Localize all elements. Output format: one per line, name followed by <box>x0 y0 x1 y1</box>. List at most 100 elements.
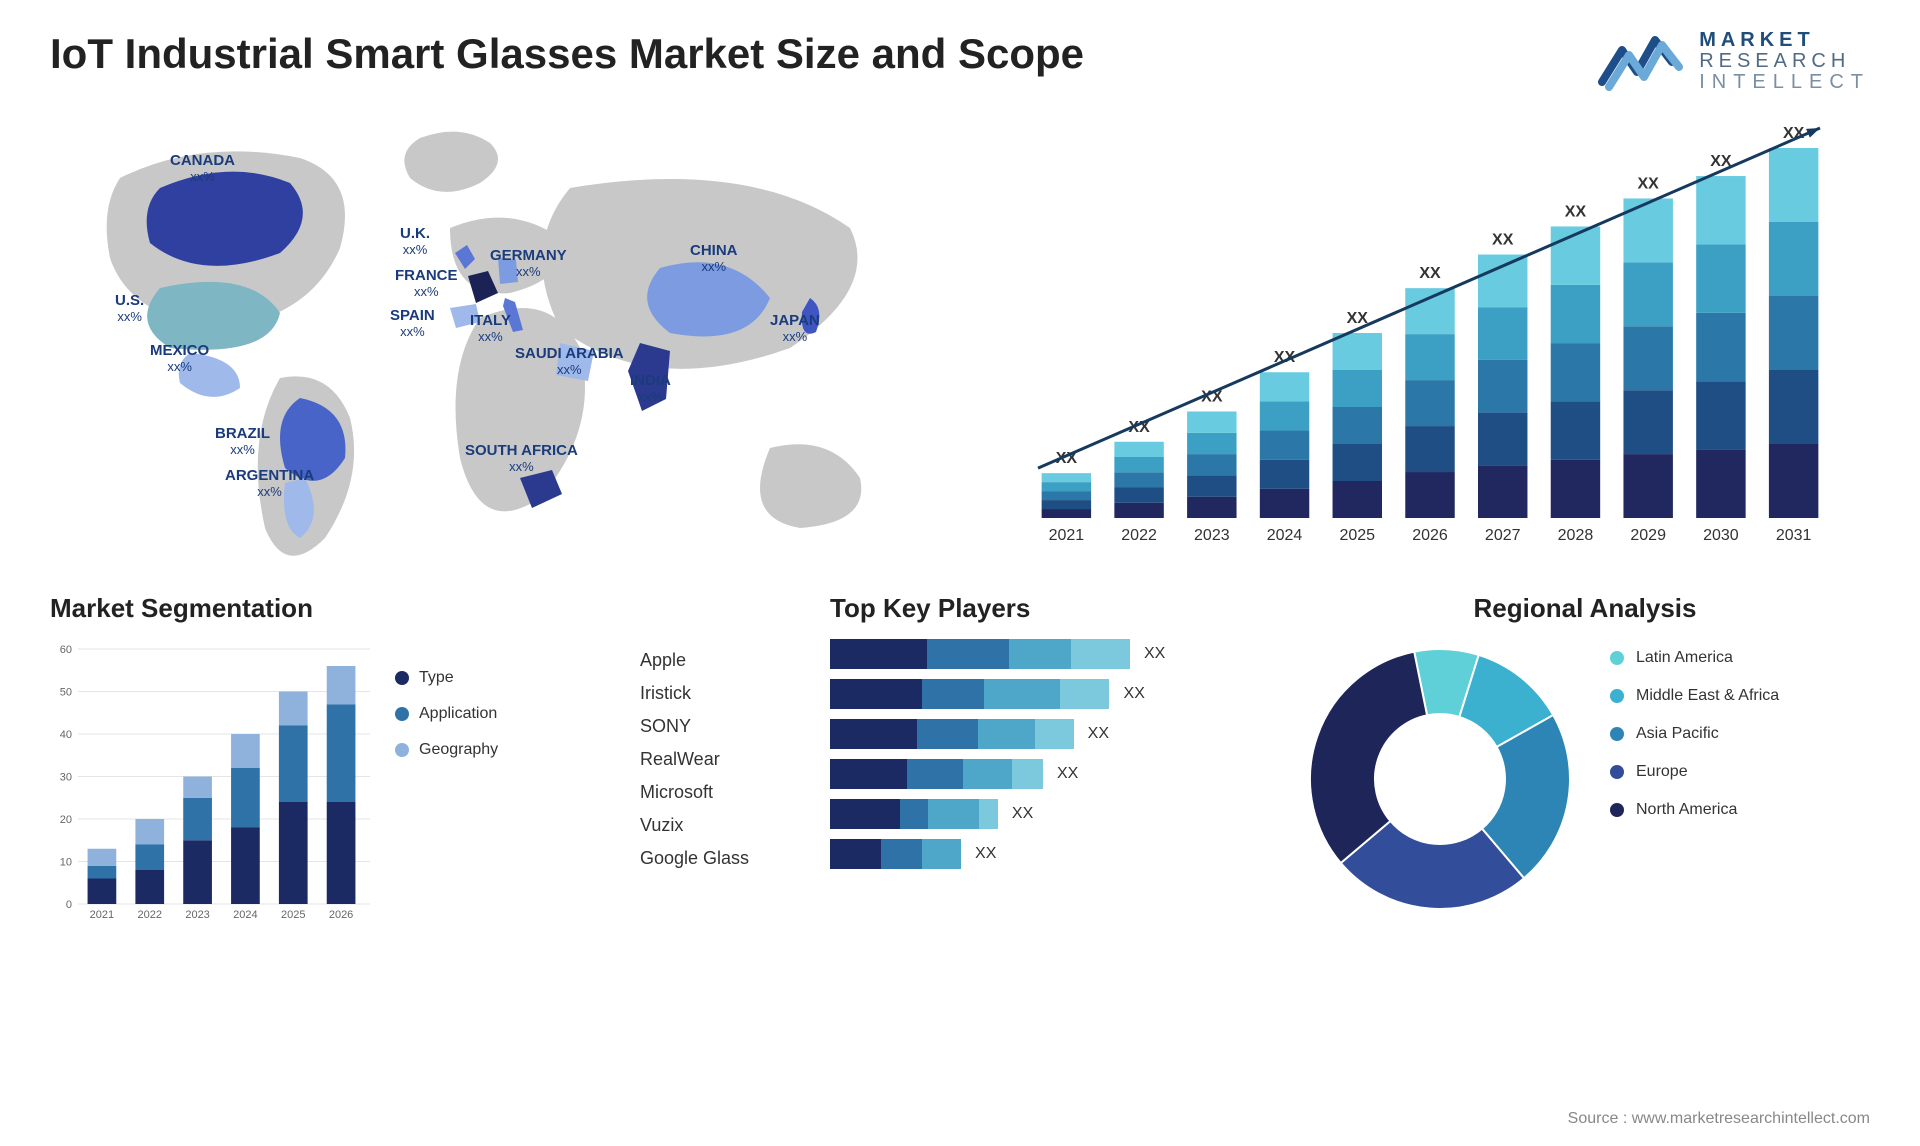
svg-text:XX: XX <box>1638 175 1660 192</box>
map-label-france: FRANCExx% <box>395 268 458 299</box>
kp-bar-row: XX <box>830 719 1270 749</box>
svg-text:40: 40 <box>60 729 72 741</box>
region-legend-asia-pacific: Asia Pacific <box>1610 725 1779 743</box>
region-legend-latin-america: Latin America <box>1610 649 1779 667</box>
regional-title: Regional Analysis <box>1300 593 1870 624</box>
kp-bar-row: XX <box>830 839 1270 869</box>
source-text: Source : www.marketresearchintellect.com <box>1568 1110 1870 1128</box>
key-players-chart: XX XX XX XX XX XX <box>830 639 1270 929</box>
swatch-icon <box>1610 803 1624 817</box>
brand-logo-icon <box>1597 32 1687 92</box>
svg-text:2022: 2022 <box>138 909 162 921</box>
svg-text:2023: 2023 <box>1194 527 1230 544</box>
growth-chart: XX2021XX2022XX2023XX2024XX2025XX2026XX20… <box>990 118 1870 558</box>
brand-line1: MARKET <box>1699 30 1870 51</box>
region-legend-label: Latin America <box>1636 649 1733 667</box>
region-legend-label: North America <box>1636 801 1737 819</box>
region-legend-label: Europe <box>1636 763 1688 781</box>
svg-text:20: 20 <box>60 814 72 826</box>
svg-text:2022: 2022 <box>1121 527 1157 544</box>
svg-text:XX: XX <box>1565 203 1587 220</box>
map-label-u-k-: U.K.xx% <box>400 226 430 257</box>
svg-text:2024: 2024 <box>1267 527 1303 544</box>
map-label-south-africa: SOUTH AFRICAxx% <box>465 443 578 474</box>
svg-text:2025: 2025 <box>1339 527 1375 544</box>
kp-value-label: XX <box>1088 725 1109 743</box>
kp-bar-row: XX <box>830 759 1270 789</box>
map-label-china: CHINAxx% <box>690 243 738 274</box>
svg-text:2028: 2028 <box>1558 527 1594 544</box>
player-item-apple: Apple <box>640 650 800 671</box>
map-label-italy: ITALYxx% <box>470 313 511 344</box>
regional-donut <box>1300 639 1580 919</box>
svg-text:2026: 2026 <box>329 909 353 921</box>
brand-line3: INTELLECT <box>1699 72 1870 93</box>
svg-text:30: 30 <box>60 772 72 784</box>
kp-bar <box>830 679 1110 709</box>
segmentation-chart: 0102030405060202120222023202420252026 <box>50 639 370 929</box>
kp-bar-row: XX <box>830 639 1270 669</box>
seg-legend-label: Application <box>419 705 497 723</box>
seg-legend-label: Type <box>419 669 454 687</box>
regional-legend: Latin America Middle East & Africa Asia Pa… <box>1610 649 1779 819</box>
swatch-icon <box>1610 727 1624 741</box>
svg-text:XX: XX <box>1419 265 1441 282</box>
player-item-realwear: RealWear <box>640 749 800 770</box>
swatch-icon <box>1610 651 1624 665</box>
key-players-panel: Top Key Players XXXXXXXXXXXX <box>830 593 1270 929</box>
region-legend-europe: Europe <box>1610 763 1779 781</box>
swatch-icon <box>395 707 409 721</box>
svg-text:60: 60 <box>60 644 72 656</box>
player-item-vuzix: Vuzix <box>640 815 800 836</box>
svg-text:XX: XX <box>1492 232 1514 249</box>
map-label-spain: SPAINxx% <box>390 308 435 339</box>
map-label-saudi-arabia: SAUDI ARABIAxx% <box>515 346 624 377</box>
region-legend-label: Asia Pacific <box>1636 725 1719 743</box>
kp-bar <box>830 799 998 829</box>
map-label-argentina: ARGENTINAxx% <box>225 468 314 499</box>
kp-bar <box>830 839 961 869</box>
svg-text:2026: 2026 <box>1412 527 1448 544</box>
seg-legend-label: Geography <box>419 741 498 759</box>
player-item-microsoft: Microsoft <box>640 782 800 803</box>
svg-text:2025: 2025 <box>281 909 305 921</box>
kp-value-label: XX <box>1124 685 1145 703</box>
kp-value-label: XX <box>975 845 996 863</box>
players-text-column: Apple Iristick SONY RealWear Microsoft Vuzix G… <box>640 593 800 929</box>
svg-text:2029: 2029 <box>1630 527 1666 544</box>
svg-text:2031: 2031 <box>1776 527 1812 544</box>
svg-text:2021: 2021 <box>90 909 114 921</box>
kp-bar-row: XX <box>830 679 1270 709</box>
regional-panel: Regional Analysis Latin America Middle Ea… <box>1300 593 1870 929</box>
player-item-google-glass: Google Glass <box>640 848 800 869</box>
svg-text:0: 0 <box>66 899 72 911</box>
kp-bar <box>830 719 1074 749</box>
brand-logo: MARKET RESEARCH INTELLECT <box>1597 30 1870 93</box>
world-map-panel: CANADAxx%U.S.xx%MEXICOxx%BRAZILxx%ARGENT… <box>50 118 950 558</box>
seg-legend-application: Application <box>395 705 498 723</box>
swatch-icon <box>395 671 409 685</box>
player-item-iristick: Iristick <box>640 683 800 704</box>
seg-legend-geography: Geography <box>395 741 498 759</box>
svg-text:2027: 2027 <box>1485 527 1521 544</box>
region-legend-label: Middle East & Africa <box>1636 687 1779 705</box>
kp-bar <box>830 759 1043 789</box>
svg-text:50: 50 <box>60 687 72 699</box>
swatch-icon <box>395 743 409 757</box>
map-label-japan: JAPANxx% <box>770 313 820 344</box>
svg-text:2021: 2021 <box>1049 527 1085 544</box>
swatch-icon <box>1610 689 1624 703</box>
svg-text:2024: 2024 <box>233 909 257 921</box>
svg-text:2023: 2023 <box>185 909 209 921</box>
map-label-mexico: MEXICOxx% <box>150 343 209 374</box>
player-item-sony: SONY <box>640 716 800 737</box>
page-title: IoT Industrial Smart Glasses Market Size… <box>50 30 1084 78</box>
segmentation-title: Market Segmentation <box>50 593 610 624</box>
map-label-india: INDIAxx% <box>630 373 671 404</box>
svg-text:2030: 2030 <box>1703 527 1739 544</box>
kp-value-label: XX <box>1012 805 1033 823</box>
region-legend-north-america: North America <box>1610 801 1779 819</box>
seg-legend-type: Type <box>395 669 498 687</box>
region-legend-middle-east-africa: Middle East & Africa <box>1610 687 1779 705</box>
segmentation-panel: Market Segmentation 01020304050602021202… <box>50 593 610 929</box>
